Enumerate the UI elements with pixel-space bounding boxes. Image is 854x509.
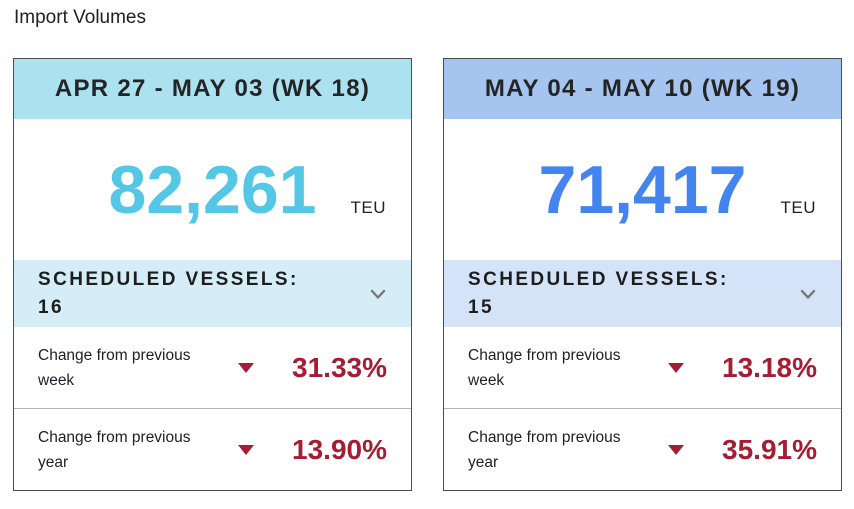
teu-unit-label: TEU: [780, 198, 816, 217]
change-row-label: Change from previous year: [38, 428, 191, 471]
change-row-year: Change from previous year 13.90%: [14, 408, 411, 490]
scheduled-vessels-label: SCHEDULED VESSELS:: [38, 268, 299, 290]
change-row-label: Change from previous year: [468, 428, 621, 471]
change-row-label: Change from previous week: [38, 346, 191, 389]
import-volume-card-wk19: MAY 04 - MAY 10 (WK 19) 71,417 TEU SCHED…: [443, 58, 842, 491]
change-row-year: Change from previous year 35.91%: [444, 408, 841, 490]
change-row-value: 35.91%: [722, 433, 817, 465]
change-row-label: Change from previous week: [468, 346, 621, 389]
chevron-down-icon[interactable]: [365, 281, 391, 307]
change-row-week: Change from previous week 31.33%: [14, 327, 411, 408]
scheduled-vessels-text: SCHEDULED VESSELS: 15: [468, 266, 795, 321]
decrease-arrow-icon: [238, 444, 254, 455]
import-volume-cards: APR 27 - MAY 03 (WK 18) 82,261 TEU SCHED…: [13, 58, 842, 491]
decrease-arrow-icon: [238, 362, 254, 373]
teu-value-section: 82,261 TEU: [14, 119, 411, 260]
scheduled-vessels-toggle[interactable]: SCHEDULED VESSELS: 15: [444, 260, 841, 327]
teu-value-section: 71,417 TEU: [444, 119, 841, 260]
chevron-down-icon[interactable]: [795, 281, 821, 307]
teu-value: 71,417: [538, 151, 747, 228]
page-title: Import Volumes: [14, 7, 146, 28]
teu-unit-label: TEU: [350, 198, 386, 217]
scheduled-vessels-label: SCHEDULED VESSELS:: [468, 268, 729, 290]
scheduled-vessels-count: 16: [38, 296, 64, 318]
scheduled-vessels-text: SCHEDULED VESSELS: 16: [38, 266, 365, 321]
scheduled-vessels-count: 15: [468, 296, 494, 318]
teu-value: 82,261: [108, 151, 317, 228]
change-row-week: Change from previous week 13.18%: [444, 327, 841, 408]
decrease-arrow-icon: [668, 362, 684, 373]
date-range-header: MAY 04 - MAY 10 (WK 19): [444, 59, 841, 119]
scheduled-vessels-toggle[interactable]: SCHEDULED VESSELS: 16: [14, 260, 411, 327]
change-row-value: 13.90%: [292, 433, 387, 465]
change-row-value: 31.33%: [292, 351, 387, 383]
decrease-arrow-icon: [668, 444, 684, 455]
change-row-value: 13.18%: [722, 351, 817, 383]
import-volume-card-wk18: APR 27 - MAY 03 (WK 18) 82,261 TEU SCHED…: [13, 58, 412, 491]
date-range-header: APR 27 - MAY 03 (WK 18): [14, 59, 411, 119]
